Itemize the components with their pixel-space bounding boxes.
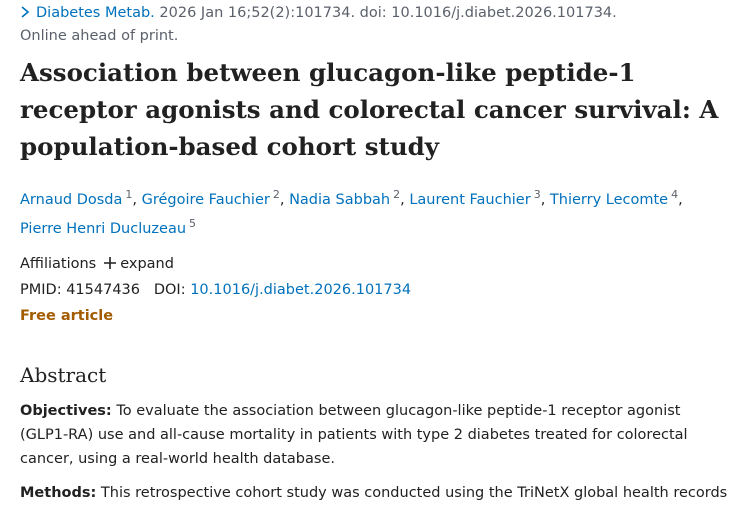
section-label: Objectives: <box>20 402 112 419</box>
author-list: Arnaud Dosda 1, Grégoire Fauchier 2, Nadia… <box>20 183 730 241</box>
chevron-icon <box>21 6 30 18</box>
section-label: Methods: <box>20 484 97 501</box>
author-separator: , <box>400 191 405 208</box>
pmid: 41547436 <box>66 281 141 298</box>
section-text: To evaluate the association between gluc… <box>20 402 688 467</box>
plus-icon[interactable] <box>104 256 117 269</box>
author-separator: , <box>540 191 546 208</box>
author-separator: , <box>678 191 683 208</box>
author-name[interactable]: Nadia Sabbah <box>289 191 391 208</box>
abstract-heading: Abstract <box>20 362 107 387</box>
author-name[interactable]: Thierry Lecomte <box>549 191 669 208</box>
abstract-body: Objectives: To evaluate the association … <box>20 399 730 505</box>
author-affiliation[interactable]: 5 <box>189 216 197 230</box>
author-affiliation[interactable]: 2 <box>272 188 280 201</box>
author-name[interactable]: Grégoire Fauchier <box>141 191 270 208</box>
affiliations-label: Affiliations <box>20 255 97 272</box>
publication-status: Online ahead of print. <box>20 28 179 44</box>
abstract-section: Methods: This retrospective cohort study… <box>20 481 730 505</box>
journal-link[interactable]: Diabetes Metab. <box>36 5 155 21</box>
author-name[interactable]: Pierre Henri Ducluzeau <box>20 220 187 237</box>
pmid-label: PMID: <box>20 281 62 298</box>
citation: Diabetes Metab. 2026 Jan 16;52(2):101734… <box>20 2 730 24</box>
citation-details: 2026 Jan 16;52(2):101734. doi: 10.1016/j… <box>159 5 617 21</box>
author-affiliation[interactable]: 3 <box>533 188 541 201</box>
article-title: Association between glucagon-like peptid… <box>20 58 719 161</box>
author-name[interactable]: Laurent Fauchier <box>409 191 531 208</box>
expand-toggle[interactable]: expand <box>120 255 174 272</box>
author-name[interactable]: Arnaud Dosda <box>20 191 123 208</box>
author-affiliation[interactable]: 1 <box>125 188 133 201</box>
affiliations: Affiliations expand <box>20 251 730 277</box>
author-affiliation[interactable]: 4 <box>671 188 679 201</box>
identifiers: PMID: 41547436 DOI: 10.1016/j.diabet.202… <box>20 277 730 303</box>
author-affiliation[interactable]: 2 <box>393 188 401 201</box>
doi-link[interactable]: 10.1016/j.diabet.2026.101734 <box>190 281 412 298</box>
free-article-badge: Free article <box>20 307 114 324</box>
author-separator: , <box>279 191 285 208</box>
author-separator: , <box>132 191 137 208</box>
section-text: This retrospective cohort study was cond… <box>100 484 728 501</box>
doi-label: DOI: <box>153 281 186 298</box>
abstract-section: Objectives: To evaluate the association … <box>20 399 730 471</box>
